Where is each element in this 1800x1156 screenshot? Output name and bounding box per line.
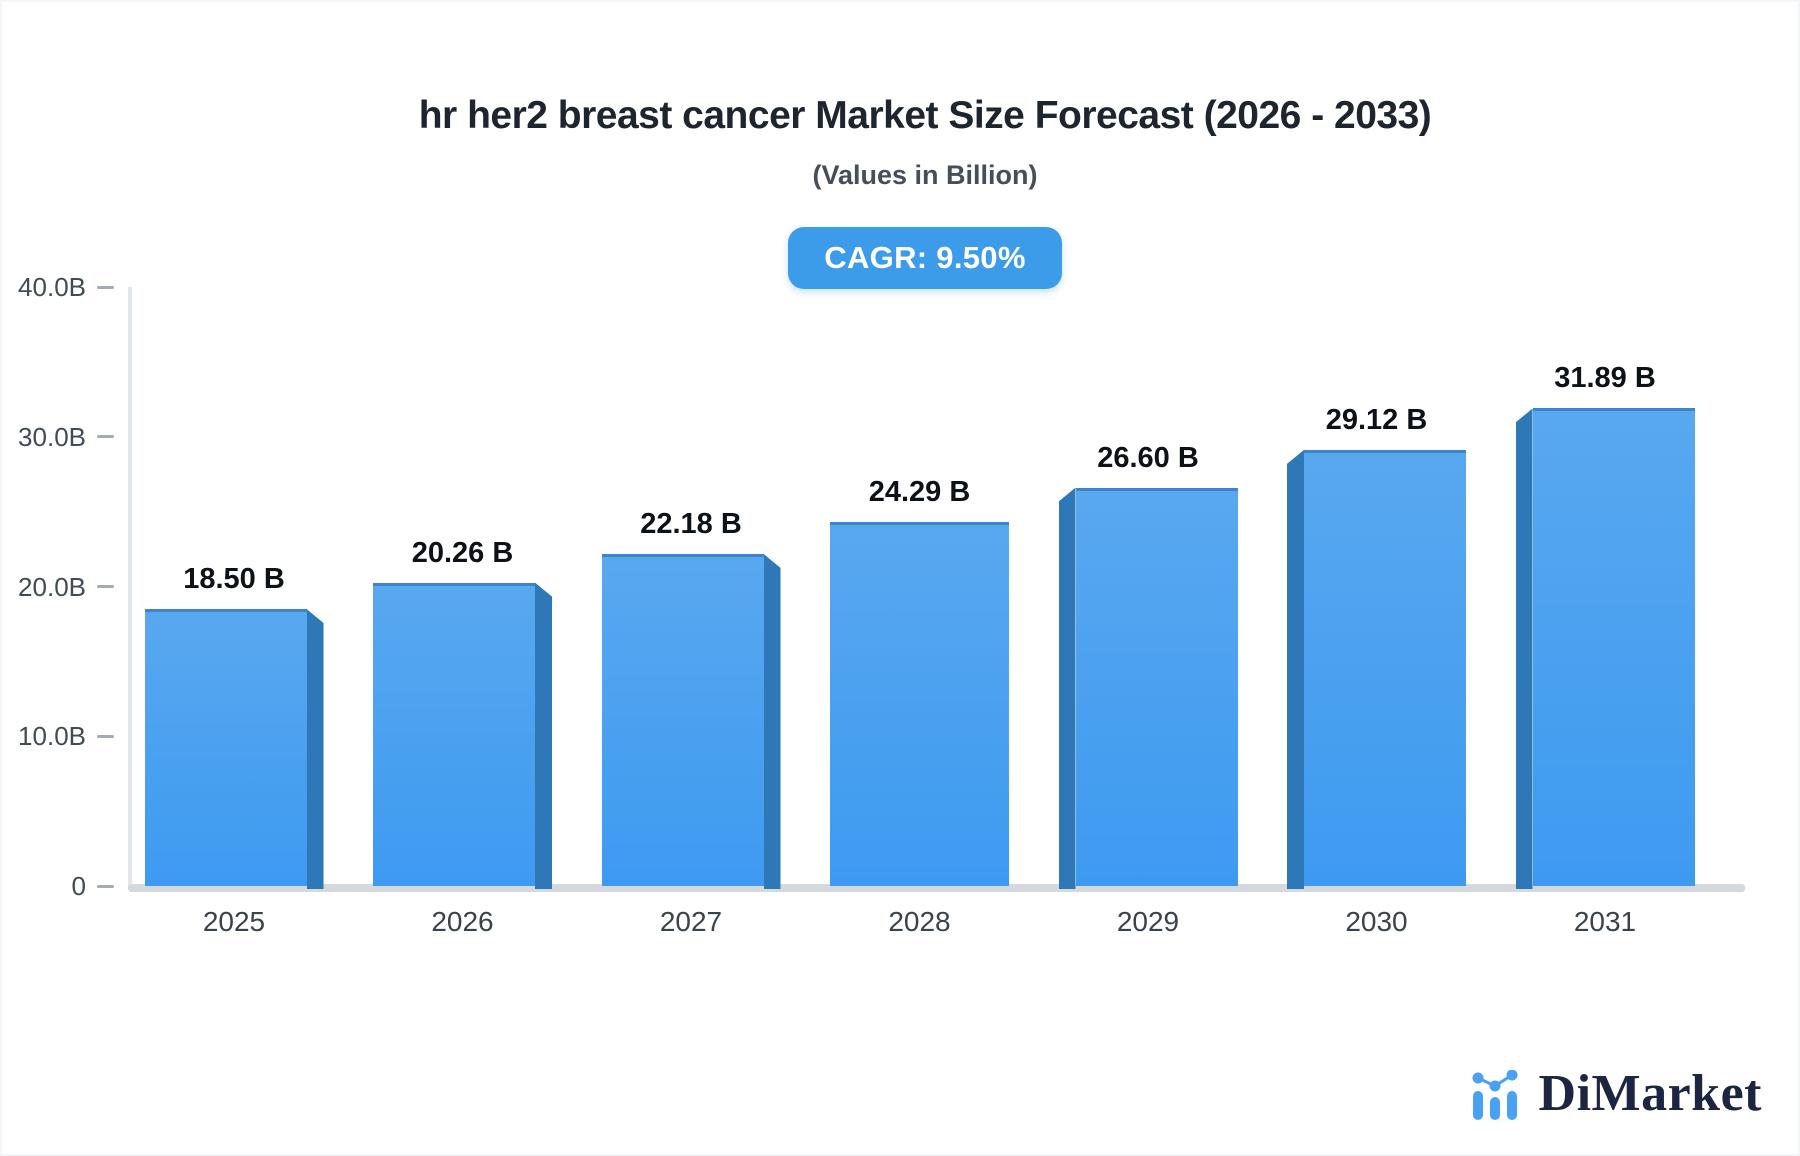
y-tick-label-10.0B: 10.0B — [18, 721, 86, 752]
cagr-badge-label: CAGR: 9.50% — [824, 240, 1026, 275]
bar-value-2029: 26.60 B — [1097, 441, 1199, 474]
bar-side-face-2026 — [535, 582, 552, 889]
chart-title: hr her2 breast cancer Market Size Foreca… — [418, 94, 1432, 137]
x-tick-2025: 2025 — [202, 906, 266, 937]
bar-side-face-2030 — [1287, 449, 1304, 889]
bar-value-2025: 18.50 B — [183, 562, 285, 595]
bar-side-face-2029 — [1058, 487, 1076, 889]
bar-2029 — [1075, 487, 1238, 886]
y-tick-label-30.0B: 30.0B — [18, 421, 86, 452]
bar-value-2028: 24.29 B — [868, 476, 971, 509]
bar-value-2031: 31.89 B — [1554, 362, 1656, 395]
chart-header: hr her2 breast cancer Market Size Foreca… — [25, 0, 1800, 289]
y-tick-label-40.0B: 40.0B — [18, 272, 86, 302]
bar-value-2027: 22.18 B — [640, 507, 742, 540]
bar-2025 — [144, 608, 307, 886]
bar-side-face-2027 — [763, 553, 781, 889]
logo-text: DiMarket — [1538, 1065, 1762, 1122]
dimarket-logo: DiMarket — [1471, 1068, 1762, 1120]
y-axis-line — [128, 287, 132, 888]
bar-value-2026: 20.26 B — [411, 536, 514, 569]
chart-subtitle: (Values in Billion) — [812, 160, 1038, 190]
y-tick-mark — [97, 585, 114, 588]
bar-side-face-2025 — [306, 608, 324, 889]
y-tick-mark — [97, 285, 114, 289]
y-tick-mark — [97, 435, 114, 439]
bar-side-face-2031 — [1515, 408, 1533, 889]
cagr-badge: CAGR: 9.50% — [788, 227, 1062, 289]
x-tick-2030: 2030 — [1345, 906, 1408, 937]
bar-2030 — [1304, 449, 1466, 886]
x-tick-2028: 2028 — [888, 906, 951, 937]
x-tick-2031: 2031 — [1573, 906, 1637, 937]
y-tick-label-20.0B: 20.0B — [18, 571, 86, 602]
bar-2027 — [601, 553, 764, 886]
y-tick-mark — [97, 884, 114, 888]
bar-2028 — [830, 522, 1009, 886]
y-tick-mark — [97, 734, 114, 738]
x-tick-2027: 2027 — [659, 906, 723, 937]
bar-chart-logo-icon — [1472, 1070, 1518, 1120]
x-axis-baseline — [128, 884, 1745, 892]
x-tick-2026: 2026 — [431, 906, 494, 937]
bar-2026 — [373, 582, 535, 886]
bar-value-2030: 29.12 B — [1325, 403, 1428, 436]
x-tick-2029: 2029 — [1116, 906, 1180, 937]
y-tick-label-0: 0 — [71, 871, 86, 901]
bar-2031 — [1532, 408, 1695, 886]
